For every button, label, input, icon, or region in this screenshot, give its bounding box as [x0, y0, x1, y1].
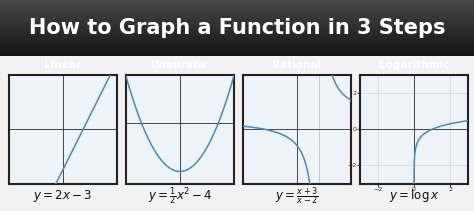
Text: $y = 2x - 3$: $y = 2x - 3$: [33, 188, 92, 204]
Text: Logarithmic: Logarithmic: [379, 60, 449, 70]
Text: $y = \log x$: $y = \log x$: [389, 187, 439, 204]
Text: $y = \frac{x+3}{x-2}$: $y = \frac{x+3}{x-2}$: [275, 185, 319, 207]
Text: Rational: Rational: [273, 60, 321, 70]
Text: $y = \frac{1}{2}x^2 - 4$: $y = \frac{1}{2}x^2 - 4$: [147, 185, 212, 207]
Text: Linear: Linear: [44, 60, 82, 70]
Text: How to Graph a Function in 3 Steps: How to Graph a Function in 3 Steps: [29, 18, 445, 38]
Text: Quadratic: Quadratic: [151, 60, 209, 70]
